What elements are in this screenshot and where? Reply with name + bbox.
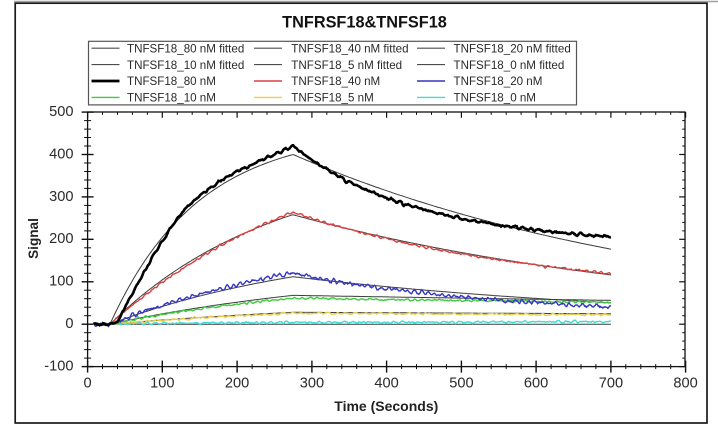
svg-text:TNFSF18_0 nM fitted: TNFSF18_0 nM fitted [454, 59, 565, 72]
svg-text:500: 500 [449, 376, 473, 392]
svg-text:0: 0 [84, 376, 92, 392]
svg-text:400: 400 [49, 146, 73, 162]
svg-text:500: 500 [49, 104, 73, 120]
svg-text:100: 100 [49, 274, 73, 290]
svg-text:TNFSF18_10 nM fitted: TNFSF18_10 nM fitted [127, 59, 244, 72]
svg-text:100: 100 [150, 376, 174, 392]
svg-text:TNFSF18_0 nM: TNFSF18_0 nM [454, 92, 536, 105]
svg-text:TNFSF18_40 nM: TNFSF18_40 nM [291, 75, 380, 88]
svg-text:700: 700 [599, 376, 623, 392]
svg-text:Signal: Signal [26, 218, 41, 259]
svg-text:800: 800 [673, 376, 697, 392]
svg-text:200: 200 [225, 376, 249, 392]
svg-text:TNFSF18_40 nM fitted: TNFSF18_40 nM fitted [291, 42, 408, 55]
svg-text:300: 300 [49, 189, 73, 205]
svg-text:TNFSF18_5 nM: TNFSF18_5 nM [291, 92, 373, 105]
svg-text:Time (Seconds): Time (Seconds) [334, 398, 438, 414]
svg-text:TNFRSF18&TNFSF18: TNFRSF18&TNFSF18 [282, 14, 447, 32]
svg-text:200: 200 [49, 231, 73, 247]
svg-text:TNFSF18_20 nM: TNFSF18_20 nM [454, 75, 543, 88]
svg-text:600: 600 [524, 376, 548, 392]
svg-text:TNFSF18_80 nM: TNFSF18_80 nM [127, 75, 216, 88]
svg-text:TNFSF18_20 nM fitted: TNFSF18_20 nM fitted [454, 42, 571, 55]
svg-text:0: 0 [65, 316, 73, 332]
svg-text:300: 300 [300, 376, 324, 392]
svg-text:-100: -100 [44, 359, 73, 375]
svg-text:TNFSF18_10 nM: TNFSF18_10 nM [127, 92, 216, 105]
svg-text:TNFSF18_5 nM fitted: TNFSF18_5 nM fitted [291, 59, 402, 72]
svg-text:TNFSF18_80 nM fitted: TNFSF18_80 nM fitted [127, 42, 244, 55]
svg-text:400: 400 [374, 376, 398, 392]
